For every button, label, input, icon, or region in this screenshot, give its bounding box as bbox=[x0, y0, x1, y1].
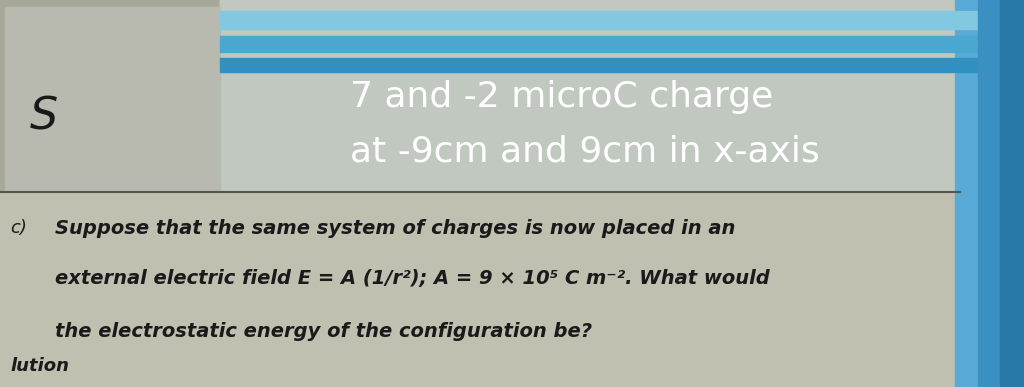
Bar bbox=[220, 0, 1000, 197]
Text: S: S bbox=[30, 96, 58, 139]
Bar bbox=[0, 0, 220, 387]
Text: c): c) bbox=[10, 219, 27, 237]
Text: the electrostatic energy of the configuration be?: the electrostatic energy of the configur… bbox=[55, 322, 592, 341]
Bar bbox=[978, 0, 1024, 387]
Bar bbox=[220, 36, 980, 52]
Text: lution: lution bbox=[10, 357, 69, 375]
Bar bbox=[955, 0, 1024, 387]
Bar bbox=[220, 58, 980, 72]
Bar bbox=[0, 192, 1024, 387]
Text: Suppose that the same system of charges is now placed in an: Suppose that the same system of charges … bbox=[55, 219, 735, 238]
Bar bbox=[5, 7, 220, 192]
Bar bbox=[220, 11, 980, 29]
Text: 7 and -2 microC charge: 7 and -2 microC charge bbox=[350, 80, 773, 114]
Text: external electric field E = A (1/r²); A = 9 × 10⁵ C m⁻². What would: external electric field E = A (1/r²); A … bbox=[55, 269, 770, 288]
Bar bbox=[1000, 0, 1024, 387]
Bar bbox=[220, 0, 1000, 387]
Bar bbox=[220, 0, 1000, 197]
Text: at -9cm and 9cm in x-axis: at -9cm and 9cm in x-axis bbox=[350, 135, 820, 169]
